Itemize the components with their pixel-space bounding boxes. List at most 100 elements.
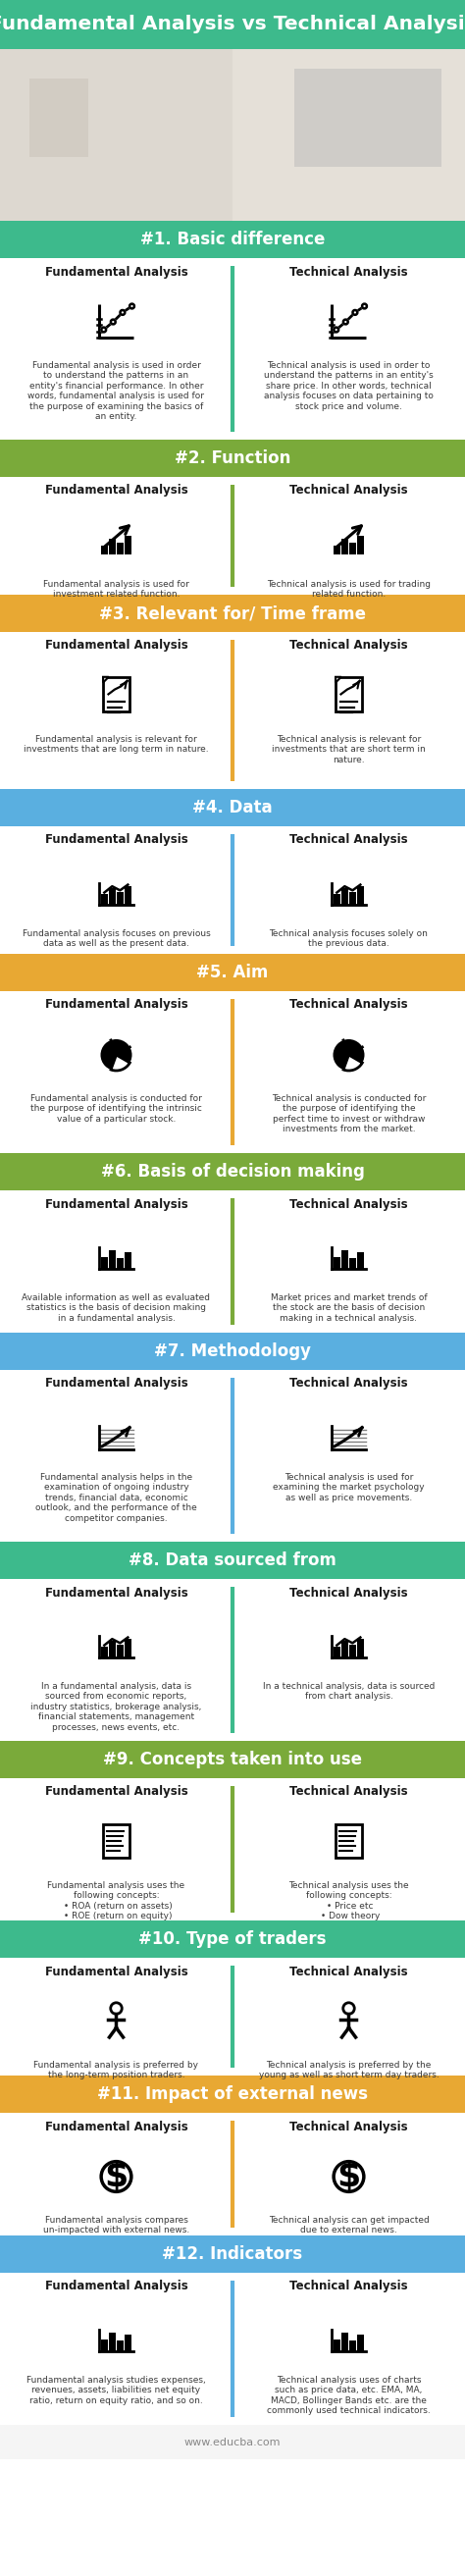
Text: Fundamental Analysis: Fundamental Analysis <box>45 999 188 1012</box>
Bar <box>341 889 348 904</box>
Text: #10. Type of traders: #10. Type of traders <box>139 1929 326 1947</box>
Bar <box>357 1638 364 1659</box>
Bar <box>0 0 465 49</box>
Text: Technical Analysis: Technical Analysis <box>290 1785 408 1798</box>
Text: Fundamental analysis is preferred by
the long-term position traders.: Fundamental analysis is preferred by the… <box>34 2061 199 2079</box>
Circle shape <box>100 1038 132 1072</box>
Bar <box>109 1249 116 1270</box>
Bar <box>334 1646 340 1659</box>
Bar <box>0 258 465 440</box>
Bar <box>101 1646 107 1659</box>
Text: Fundamental analysis is used in order
to understand the patterns in an
entity's : Fundamental analysis is used in order to… <box>28 361 205 420</box>
Bar <box>0 1741 465 1777</box>
Bar <box>357 886 364 904</box>
Text: Technical Analysis: Technical Analysis <box>290 265 408 278</box>
Text: #2. Function: #2. Function <box>174 448 291 466</box>
Text: Technical analysis focuses solely on
the previous data.: Technical analysis focuses solely on the… <box>269 930 428 948</box>
Text: Technical analysis is used in order to
understand the patterns in an entity's
sh: Technical analysis is used in order to u… <box>264 361 433 410</box>
Text: Technical analysis can get impacted
due to external news.: Technical analysis can get impacted due … <box>268 2215 429 2236</box>
Bar <box>341 1641 348 1659</box>
Bar <box>232 49 465 222</box>
Text: Fundamental Analysis vs Technical Analysis: Fundamental Analysis vs Technical Analys… <box>0 15 465 33</box>
Bar <box>0 1190 465 1332</box>
Text: Fundamental analysis is relevant for
investments that are long term in nature.: Fundamental analysis is relevant for inv… <box>24 734 209 755</box>
Text: #12. Indicators: #12. Indicators <box>162 2246 303 2262</box>
Circle shape <box>334 327 339 332</box>
Bar <box>349 891 356 904</box>
Text: Technical Analysis: Technical Analysis <box>290 2120 408 2133</box>
Text: #9. Concepts taken into use: #9. Concepts taken into use <box>103 1752 362 1767</box>
Text: Fundamental analysis is used for
investment related function.: Fundamental analysis is used for investm… <box>43 580 189 600</box>
Polygon shape <box>336 677 341 683</box>
Text: Fundamental analysis studies expenses,
revenues, assets, liabilities net equity
: Fundamental analysis studies expenses, r… <box>27 2375 206 2406</box>
Bar <box>334 546 340 554</box>
Text: Fundamental Analysis: Fundamental Analysis <box>45 835 188 848</box>
Text: #3. Relevant for/ Time frame: #3. Relevant for/ Time frame <box>99 605 366 623</box>
Bar <box>0 477 465 595</box>
Bar <box>357 536 364 554</box>
Bar <box>0 827 465 953</box>
Text: In a technical analysis, data is sourced
from chart analysis.: In a technical analysis, data is sourced… <box>263 1682 435 1700</box>
Bar <box>0 2112 465 2236</box>
Bar <box>125 536 131 554</box>
Text: Fundamental Analysis: Fundamental Analysis <box>45 1378 188 1391</box>
Bar <box>101 546 107 554</box>
Text: Fundamental Analysis: Fundamental Analysis <box>45 484 188 497</box>
Bar <box>0 1154 465 1190</box>
Text: Technical Analysis: Technical Analysis <box>290 1587 408 1600</box>
Bar <box>117 891 123 904</box>
Text: Technical Analysis: Technical Analysis <box>290 1198 408 1211</box>
Text: Fundamental analysis focuses on previous
data as well as the present data.: Fundamental analysis focuses on previous… <box>22 930 210 948</box>
Text: Technical analysis is conducted for
the purpose of identifying the
perfect time : Technical analysis is conducted for the … <box>272 1095 426 1133</box>
Text: Fundamental Analysis: Fundamental Analysis <box>45 2280 188 2293</box>
Text: Technical Analysis: Technical Analysis <box>290 835 408 848</box>
Text: Technical analysis uses the
following concepts:
 • Price etc
 • Dow theory: Technical analysis uses the following co… <box>289 1880 409 1922</box>
Text: #6. Basis of decision making: #6. Basis of decision making <box>100 1162 365 1180</box>
Bar <box>0 1579 465 1741</box>
Bar <box>336 1824 362 1857</box>
Text: Fundamental analysis uses the
following concepts:
 • ROA (return on assets)
 • R: Fundamental analysis uses the following … <box>47 1880 185 1922</box>
Bar <box>334 894 340 904</box>
Bar <box>341 538 348 554</box>
Bar <box>109 538 115 554</box>
Circle shape <box>120 309 125 314</box>
Text: Technical analysis is used for
examining the market psychology
as well as price : Technical analysis is used for examining… <box>273 1473 425 1502</box>
Text: Fundamental Analysis: Fundamental Analysis <box>45 1965 188 1978</box>
Circle shape <box>111 2002 122 2014</box>
Bar <box>357 1252 364 1270</box>
Bar <box>294 70 441 167</box>
Text: Market prices and market trends of
the stock are the basis of decision
making in: Market prices and market trends of the s… <box>271 1293 427 1321</box>
Bar <box>349 1643 356 1659</box>
Text: Technical Analysis: Technical Analysis <box>290 2280 408 2293</box>
Bar <box>0 222 465 258</box>
Bar <box>0 1922 465 1958</box>
Text: In a fundamental analysis, data is
sourced from economic reports,
industry stati: In a fundamental analysis, data is sourc… <box>31 1682 202 1731</box>
Text: Technical analysis is preferred by the
young as well as short term day traders.: Technical analysis is preferred by the y… <box>259 2061 439 2079</box>
Text: Fundamental Analysis: Fundamental Analysis <box>45 2120 188 2133</box>
Text: Fundamental Analysis: Fundamental Analysis <box>45 1587 188 1600</box>
Circle shape <box>111 319 115 325</box>
Circle shape <box>334 2161 364 2192</box>
Text: #4. Data: #4. Data <box>193 799 272 817</box>
Wedge shape <box>343 1056 362 1072</box>
Circle shape <box>101 327 106 332</box>
Text: #8. Data sourced from: #8. Data sourced from <box>129 1551 336 1569</box>
Bar <box>357 2334 364 2352</box>
Bar <box>349 544 356 554</box>
Bar <box>0 2424 465 2460</box>
Bar <box>0 631 465 788</box>
Bar <box>0 440 465 477</box>
Bar <box>0 595 465 631</box>
Bar <box>101 894 107 904</box>
Bar <box>341 2331 348 2352</box>
Bar <box>109 2331 116 2352</box>
Text: Technical analysis is used for trading
related function.: Technical analysis is used for trading r… <box>267 580 431 600</box>
Bar <box>101 1257 108 1270</box>
Bar <box>0 2076 465 2112</box>
Bar <box>29 77 88 157</box>
Text: Technical analysis is relevant for
investments that are short term in
nature.: Technical analysis is relevant for inves… <box>272 734 425 765</box>
Text: Fundamental Analysis: Fundamental Analysis <box>45 639 188 652</box>
Text: #7. Methodology: #7. Methodology <box>154 1342 311 1360</box>
Bar <box>0 1370 465 1540</box>
Bar <box>349 1257 356 1270</box>
